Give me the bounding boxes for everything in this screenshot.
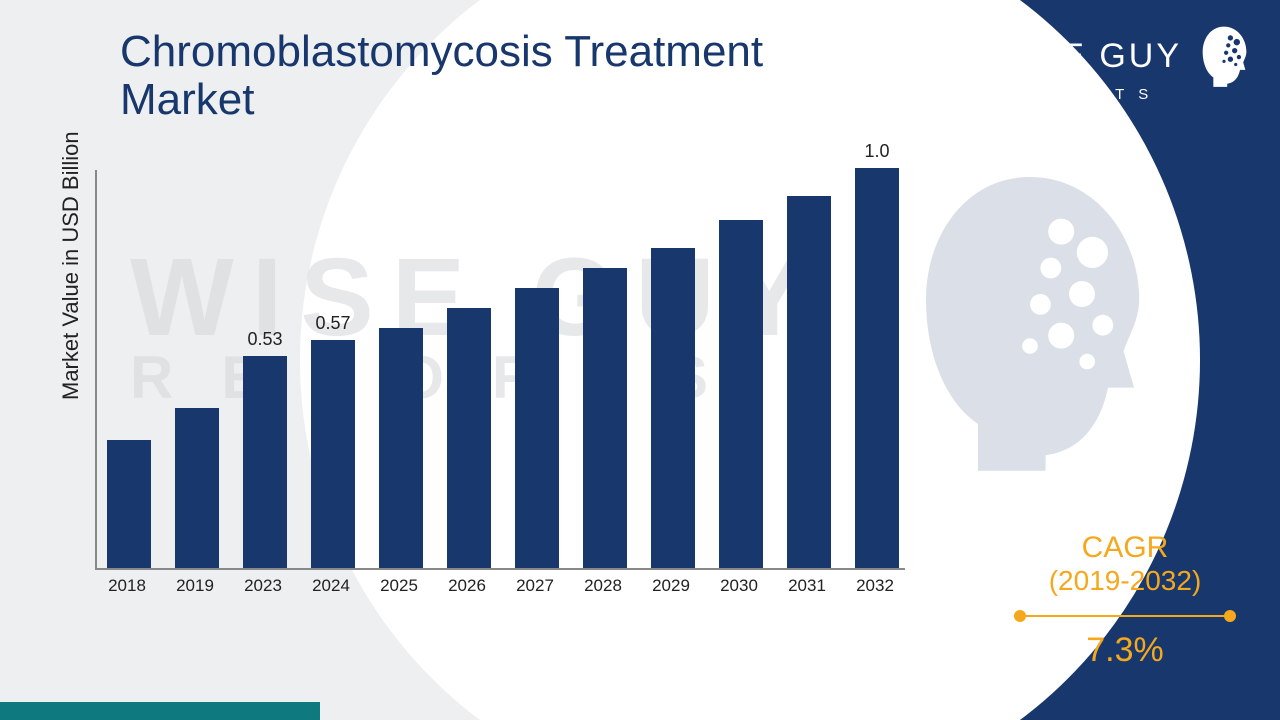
- x-tick-label: 2031: [773, 576, 841, 596]
- cagr-label: CAGR: [1000, 531, 1250, 565]
- bar: [651, 248, 695, 568]
- logo-line1: WISE GUY: [988, 24, 1258, 88]
- cagr-divider: [1020, 615, 1230, 617]
- cagr-period: (2019-2032): [1000, 565, 1250, 597]
- bottom-accent-strip: [0, 702, 320, 720]
- logo-line2: REPORTS: [992, 86, 1258, 103]
- y-axis-label: Market Value in USD Billion: [58, 131, 84, 400]
- chart-title: Chromoblastomycosis Treatment Market: [120, 28, 860, 125]
- x-tick-label: 2026: [433, 576, 501, 596]
- x-tick-label: 2024: [297, 576, 365, 596]
- canvas: WISE GUY REPORTS Chromoblastomycosis Tre…: [0, 0, 1280, 720]
- bar: [243, 356, 287, 568]
- watermark-head-icon: [900, 160, 1160, 480]
- brand-logo: WISE GUY REPORTS: [988, 24, 1258, 103]
- cagr-block: CAGR (2019-2032) 7.3%: [1000, 531, 1250, 670]
- logo-text-1: WISE GUY: [988, 37, 1182, 76]
- bar: [447, 308, 491, 568]
- x-tick-label: 2019: [161, 576, 229, 596]
- bar: [583, 268, 627, 568]
- bar: [515, 288, 559, 568]
- x-tick-label: 2025: [365, 576, 433, 596]
- x-tick-label: 2030: [705, 576, 773, 596]
- bar-value-label: 1.0: [837, 141, 917, 162]
- bar-chart: 0.530.571.0 2018201920232024202520262027…: [95, 170, 905, 600]
- plot-area: 0.530.571.0: [95, 170, 905, 570]
- x-tick-label: 2018: [93, 576, 161, 596]
- bar: [787, 196, 831, 568]
- cagr-value: 7.3%: [1000, 631, 1250, 670]
- x-tick-label: 2027: [501, 576, 569, 596]
- x-tick-label: 2028: [569, 576, 637, 596]
- bar: [379, 328, 423, 568]
- logo-head-icon: [1194, 24, 1254, 88]
- bar: [107, 440, 151, 568]
- bar: [175, 408, 219, 568]
- x-tick-label: 2023: [229, 576, 297, 596]
- bar: [855, 168, 899, 568]
- x-tick-label: 2029: [637, 576, 705, 596]
- bar: [719, 220, 763, 568]
- bar-value-label: 0.57: [293, 313, 373, 334]
- bar: [311, 340, 355, 568]
- x-tick-label: 2032: [841, 576, 909, 596]
